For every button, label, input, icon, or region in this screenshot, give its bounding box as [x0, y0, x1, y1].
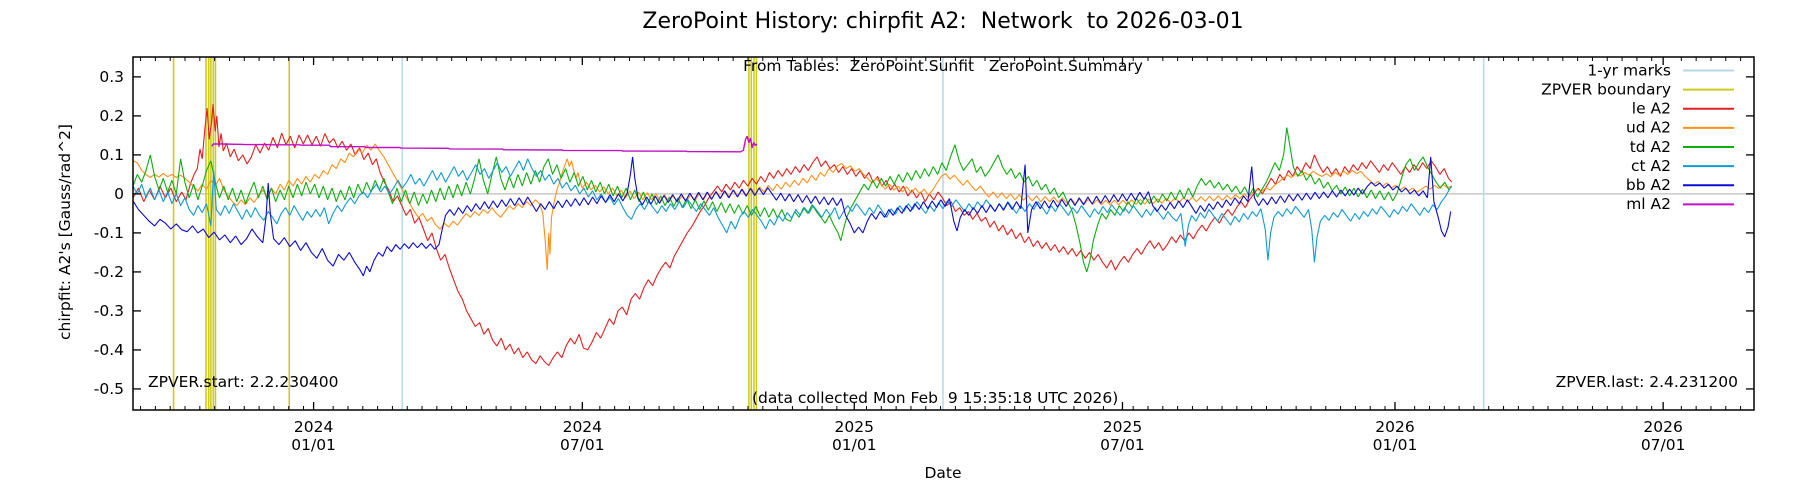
legend-label: 1-yr marks — [1587, 61, 1671, 79]
chart-plot-area: 202401/01202407/01202501/01202507/012026… — [94, 56, 1755, 454]
legend-label: ml A2 — [1626, 195, 1671, 213]
x-tick-label-year: 2025 — [835, 418, 874, 436]
y-tick-label: -0.1 — [94, 224, 124, 242]
series-line-td — [132, 127, 1453, 273]
y-axis-title: chirpfit: A2's [Gauss/rad^2] — [56, 124, 74, 340]
x-tick-label-year: 2026 — [1375, 418, 1414, 436]
legend-label: bb A2 — [1626, 176, 1671, 194]
legend-label: ct A2 — [1631, 157, 1671, 175]
series-line-bb — [132, 156, 1452, 277]
x-tick-label-year: 2024 — [294, 418, 333, 436]
x-tick-label-year: 2025 — [1103, 418, 1142, 436]
y-tick-label: -0.4 — [94, 341, 124, 359]
legend-label: le A2 — [1632, 100, 1671, 118]
x-tick-label-day: 01/01 — [291, 436, 336, 454]
series-line-le — [132, 104, 1453, 366]
y-tick-label: -0.3 — [94, 302, 124, 320]
data-collected-annotation: (data collected Mon Feb 9 15:35:18 UTC 2… — [752, 389, 1118, 407]
y-tick-label: 0.3 — [99, 68, 124, 86]
series-line-ud — [132, 143, 1452, 271]
legend-label: td A2 — [1630, 138, 1671, 156]
legend-label: ud A2 — [1626, 119, 1671, 137]
x-tick-label-day: 07/01 — [1641, 436, 1686, 454]
y-tick-label: -0.5 — [94, 380, 124, 398]
x-axis-title: Date — [924, 464, 961, 482]
chart-title: ZeroPoint History: chirpfit A2: Network … — [642, 9, 1243, 34]
legend-label: ZPVER boundary — [1541, 80, 1671, 98]
y-tick-label: 0 — [114, 185, 124, 203]
from-tables-subtitle: From Tables: ZeroPoint.Sunfit ZeroPoint.… — [743, 57, 1143, 75]
zpver-last-annotation: ZPVER.last: 2.4.231200 — [1556, 373, 1738, 391]
x-tick-label-day: 07/01 — [1100, 436, 1145, 454]
x-tick-label-year: 2024 — [563, 418, 602, 436]
x-tick-label-day: 01/01 — [832, 436, 877, 454]
zpver-start-annotation: ZPVER.start: 2.2.230400 — [148, 373, 339, 391]
x-tick-label-year: 2026 — [1643, 418, 1682, 436]
y-tick-label: -0.2 — [94, 263, 124, 281]
y-tick-label: 0.1 — [99, 146, 124, 164]
x-tick-label-day: 07/01 — [560, 436, 605, 454]
series-line-ct — [132, 158, 1453, 263]
x-tick-label-day: 01/01 — [1373, 436, 1418, 454]
y-tick-label: 0.2 — [99, 107, 124, 125]
series-line-ml — [211, 135, 758, 153]
